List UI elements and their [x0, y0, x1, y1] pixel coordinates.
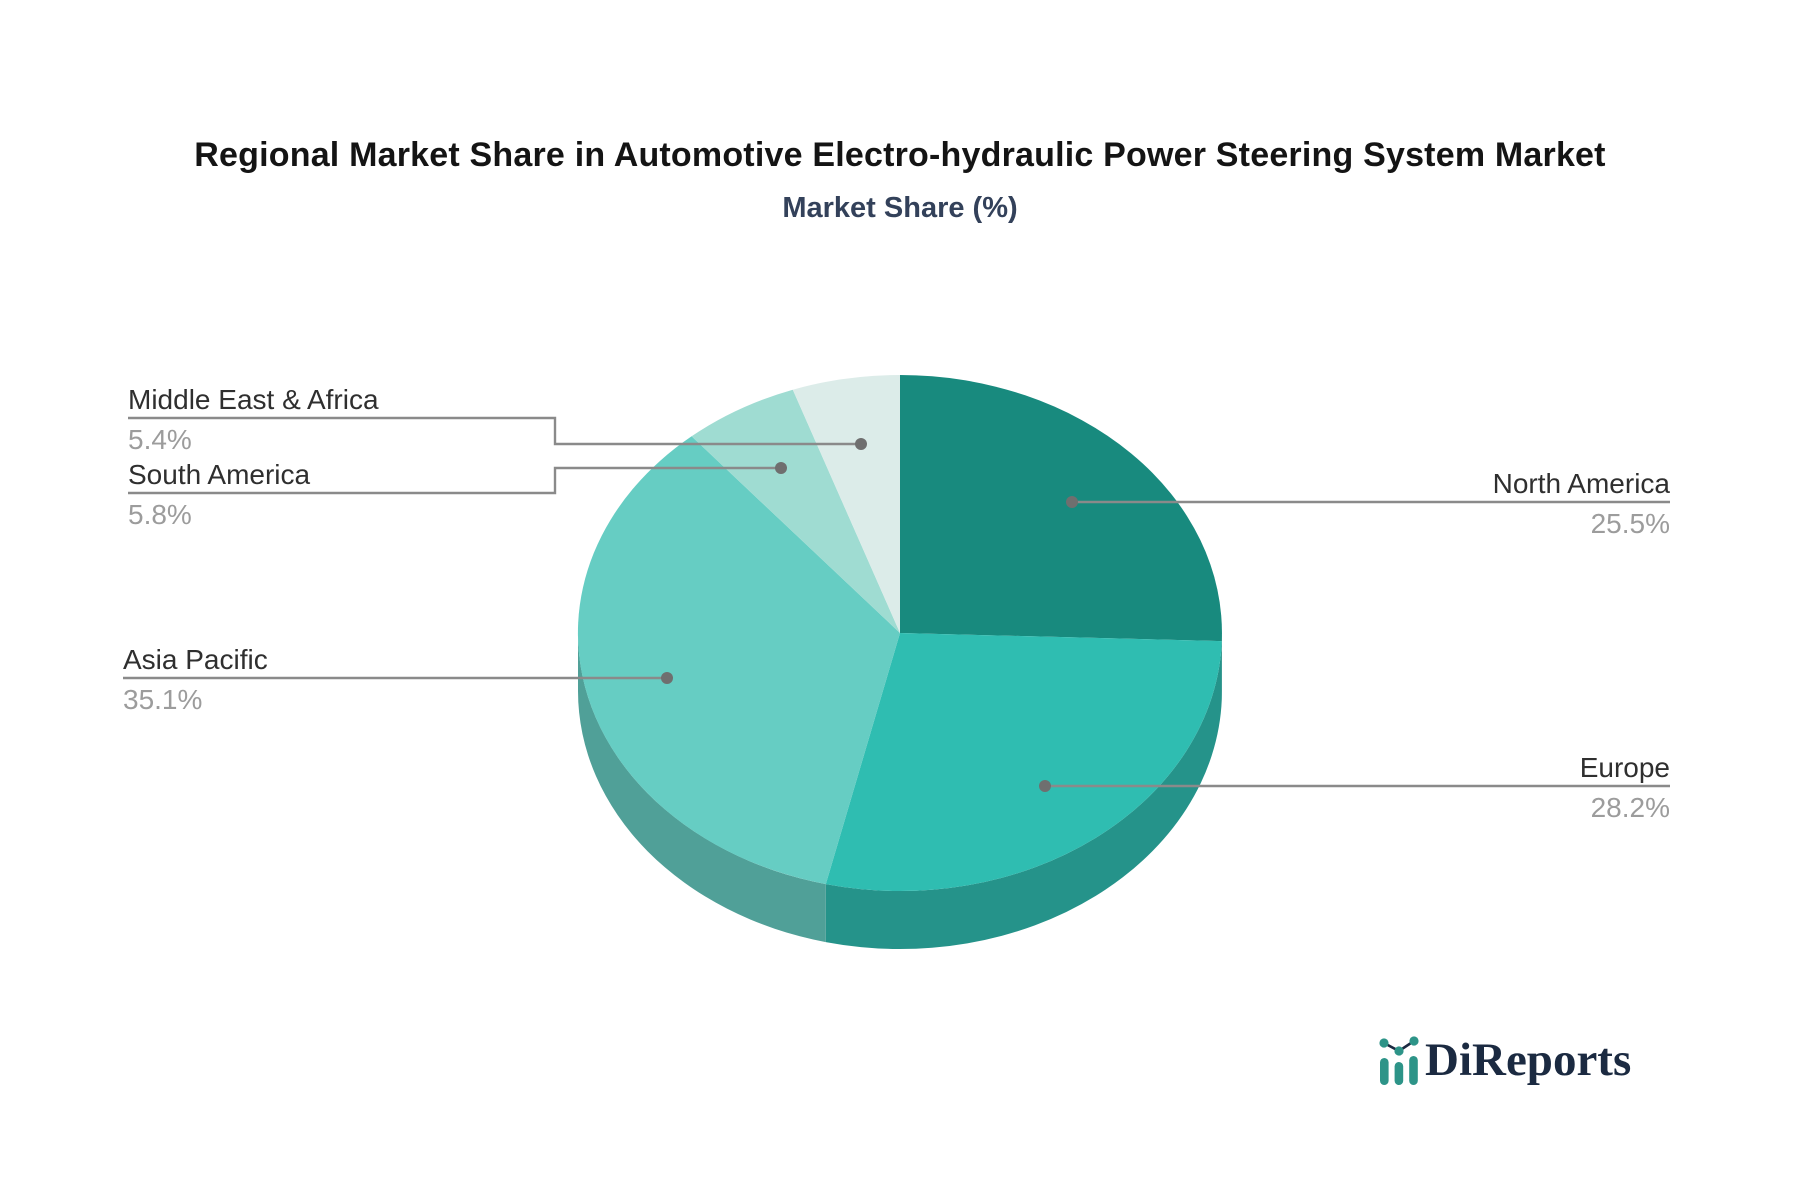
connector-line-middle-east-africa	[128, 416, 861, 446]
callout-europe: Europe 28.2%	[1580, 752, 1670, 824]
callout-label: Middle East & Africa	[128, 384, 379, 415]
logo-bars	[1380, 1056, 1418, 1085]
callout-label: North America	[1492, 468, 1670, 499]
callout-value: 5.4%	[128, 424, 192, 455]
callout-north-america: North America 25.5%	[1493, 468, 1670, 540]
pie-slice-south-america	[691, 389, 900, 633]
callout-middle-east-africa: Middle East & Africa 5.4%	[128, 384, 379, 456]
connector-dot-asia-pacific	[661, 672, 673, 684]
connector-line-south-america	[128, 466, 781, 495]
pie-slice-middle-east-africa	[792, 375, 900, 633]
pie-slice-europe	[825, 633, 1222, 892]
callout-value: 35.1%	[123, 684, 203, 715]
callout-label: Asia Pacific	[123, 644, 268, 675]
connector-dot-europe	[1039, 780, 1051, 792]
callout-value: 28.2%	[1590, 792, 1670, 823]
logo-text: DiReports	[1425, 1034, 1632, 1086]
pie-slice-side-europe	[825, 641, 1222, 950]
callout-label: South America	[128, 459, 311, 490]
logo-trend-line	[1379, 1036, 1419, 1056]
chart-subtitle: Market Share (%)	[782, 192, 1018, 224]
connector-dot-south-america	[775, 462, 787, 474]
logo-chart-icon	[1379, 1036, 1419, 1085]
connector-dot-middle-east-africa	[855, 438, 867, 450]
pie-slice-side-asia-pacific	[578, 633, 826, 943]
callout-label: Europe	[1579, 752, 1670, 783]
pie-slice-north-america	[900, 375, 1222, 642]
logo: DiReports	[1378, 1034, 1631, 1086]
pie-slice-asia-pacific	[577, 436, 900, 885]
callout-south-america: South America 5.8%	[128, 459, 310, 531]
callout-value: 5.8%	[128, 499, 192, 530]
callout-value: 25.5%	[1590, 508, 1670, 539]
connector-dot-north-america	[1066, 496, 1078, 508]
chart-title: Regional Market Share in Automotive Elec…	[194, 136, 1606, 174]
callout-asia-pacific: Asia Pacific 35.1%	[123, 644, 268, 716]
